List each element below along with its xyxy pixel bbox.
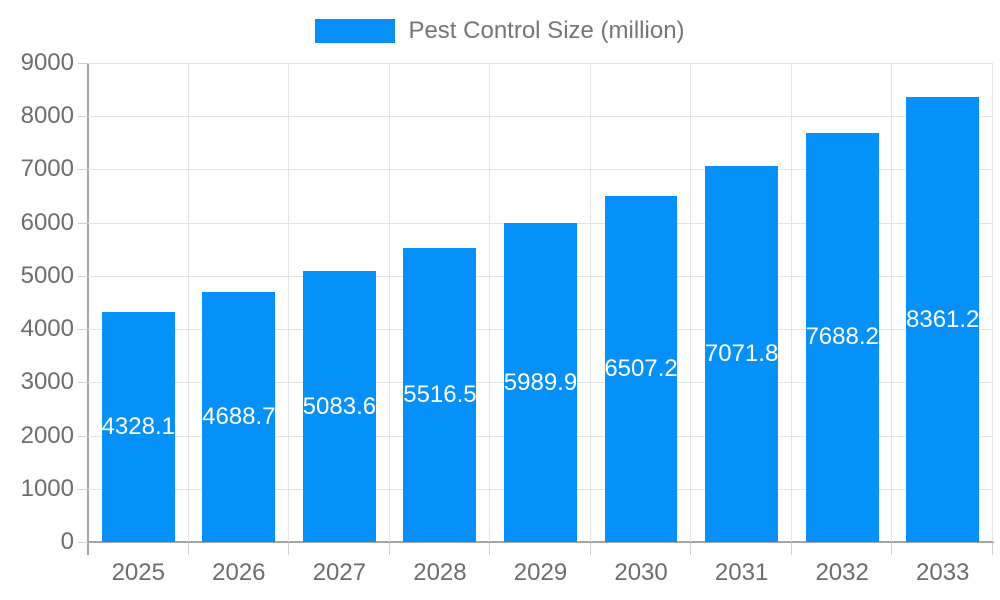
- y-axis-label: 0: [60, 528, 74, 555]
- x-axis-label: 2031: [714, 559, 769, 586]
- y-gridline: [88, 63, 993, 64]
- bar-2028[interactable]: 5516.5: [403, 248, 477, 542]
- x-axis-tick: [891, 543, 893, 555]
- bar-2026[interactable]: 4688.7: [202, 292, 276, 542]
- y-axis-tick: [78, 329, 88, 331]
- bar-2031[interactable]: 7071.8: [704, 165, 779, 542]
- x-axis-label: 2030: [614, 559, 668, 586]
- bar-value-label: 7688.2: [805, 323, 879, 351]
- x-axis-tick: [187, 543, 189, 555]
- y-axis-label: 8000: [20, 102, 74, 130]
- x-axis-label: 2028: [413, 559, 467, 586]
- x-gridline: [187, 63, 189, 542]
- bar-value-label: 6507.2: [604, 354, 678, 382]
- x-axis-tick: [589, 543, 591, 555]
- x-axis-tick: [790, 543, 792, 555]
- x-axis-tick: [690, 543, 692, 555]
- y-axis-label: 7000: [20, 155, 74, 183]
- x-gridline: [288, 63, 290, 542]
- bar-value-label: 4328.1: [101, 412, 175, 440]
- y-axis-line: [87, 63, 89, 555]
- bar-2033[interactable]: 8361.2: [906, 97, 979, 542]
- bar-value-label: 5516.5: [403, 381, 477, 409]
- x-gridline: [891, 63, 893, 542]
- bar-value-label: 5989.9: [503, 368, 578, 396]
- y-axis-tick: [78, 222, 88, 224]
- y-axis-label: 2000: [20, 421, 74, 449]
- bar-value-label: 7071.8: [704, 339, 779, 367]
- y-axis-label: 5000: [20, 261, 74, 289]
- bar-2027[interactable]: 5083.6: [303, 271, 376, 542]
- bar-value-label: 4688.7: [202, 403, 276, 431]
- x-axis-tick: [388, 543, 390, 555]
- y-axis-tick: [78, 542, 88, 543]
- legend-item[interactable]: Pest Control Size (million): [0, 16, 1000, 46]
- x-axis-label: 2027: [312, 559, 367, 586]
- y-axis-tick: [78, 63, 88, 64]
- y-gridline: [88, 116, 993, 118]
- x-axis-tick: [489, 543, 491, 555]
- x-axis-label: 2026: [212, 559, 266, 586]
- y-axis-tick: [78, 382, 88, 384]
- y-axis-tick: [78, 488, 88, 490]
- x-axis-label: 2033: [916, 559, 970, 586]
- y-axis-tick: [78, 435, 88, 437]
- x-gridline: [489, 63, 491, 542]
- x-axis-label: 2025: [111, 559, 165, 586]
- y-axis-label: 4000: [20, 315, 74, 343]
- bar-2025[interactable]: 4328.1: [101, 311, 175, 542]
- legend-marker-icon: [315, 19, 396, 43]
- y-axis-tick: [78, 116, 88, 118]
- x-axis-label: 2032: [815, 559, 869, 586]
- bar-value-label: 8361.2: [906, 305, 980, 333]
- y-axis-tick: [78, 169, 88, 171]
- x-gridline: [992, 63, 993, 542]
- y-axis-label: 1000: [20, 474, 74, 502]
- x-axis-tick: [288, 543, 290, 555]
- x-axis-label: 2029: [513, 559, 568, 586]
- x-axis-line: [88, 541, 994, 543]
- bar-2030[interactable]: 6507.2: [604, 195, 678, 542]
- y-axis-label: 6000: [20, 208, 74, 236]
- plot-area: 4328.1 4688.7 5083.6 5516.5 5989.9 6507.2 7071…: [88, 63, 993, 542]
- legend-label: Pest Control Size (million): [408, 17, 685, 44]
- bar-2029[interactable]: 5989.9: [504, 223, 577, 542]
- x-gridline: [388, 63, 390, 542]
- y-gridline: [88, 222, 993, 224]
- bar-2032[interactable]: 7688.2: [805, 132, 879, 542]
- y-axis-tick: [78, 275, 88, 277]
- y-gridline: [88, 169, 993, 171]
- x-axis-tick: [992, 543, 993, 555]
- x-gridline: [690, 63, 692, 542]
- x-gridline: [790, 63, 792, 542]
- bar-value-label: 5083.6: [302, 392, 377, 420]
- x-gridline: [589, 63, 591, 542]
- y-axis-label: 9000: [20, 49, 74, 76]
- y-axis-label: 3000: [20, 368, 74, 396]
